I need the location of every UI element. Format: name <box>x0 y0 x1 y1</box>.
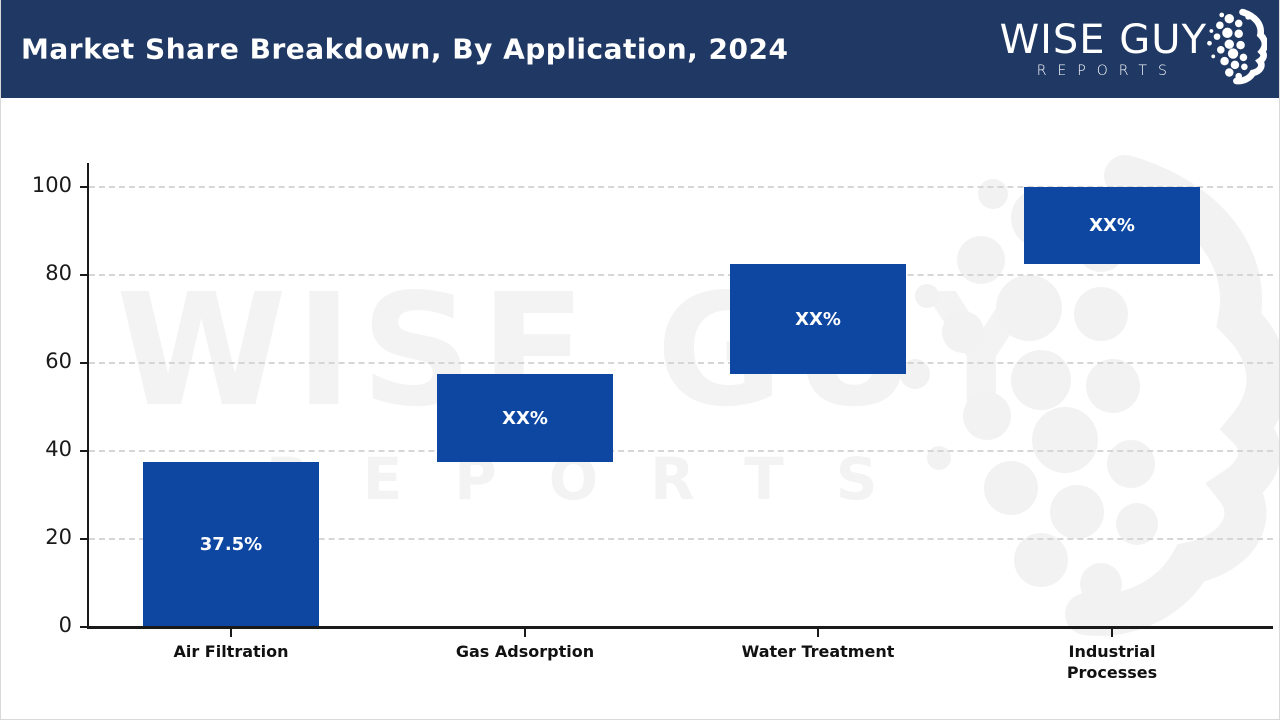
gridline-60 <box>89 362 1273 364</box>
x-tickmark-gas-adsorption <box>524 629 526 637</box>
bar-value-label-gas-adsorption: XX% <box>502 407 548 429</box>
logo-text: WISE GUY REPORTS <box>1000 20 1207 79</box>
y-tickmark-60 <box>80 362 89 364</box>
y-tick-label-80: 80 <box>45 261 72 285</box>
bar-air-filtration: 37.5% <box>143 462 319 627</box>
plot: 0 20 40 60 80 100 37.5% XX% XX% XX% Air Filtration… <box>1 98 1279 719</box>
x-tickmark-water-treatment <box>817 629 819 637</box>
bar-industrial-processes: XX% <box>1024 187 1200 264</box>
y-tickmark-40 <box>80 450 89 452</box>
bar-value-label-air-filtration: 37.5% <box>199 534 263 555</box>
y-tick-label-0: 0 <box>58 613 72 637</box>
y-tick-label-40: 40 <box>45 437 72 461</box>
y-tick-label-100: 100 <box>31 173 72 197</box>
header: Market Share Breakdown, By Application, … <box>1 0 1279 98</box>
bar-water-treatment: XX% <box>730 264 906 374</box>
y-tick-label-60: 60 <box>45 349 72 373</box>
bar-value-label-water-treatment: XX% <box>795 308 841 330</box>
x-label-industrial-processes: Industrial Processes <box>1066 642 1158 682</box>
page-title: Market Share Breakdown, By Application, … <box>21 32 789 66</box>
logo-secondary-text: REPORTS <box>1036 62 1178 79</box>
chart-area: WISE GUY REPORTS <box>1 98 1279 719</box>
y-tick-label-20: 20 <box>45 525 72 549</box>
bar-value-label-industrial-processes: XX% <box>1089 215 1135 236</box>
y-tickmark-80 <box>80 274 89 276</box>
logo-primary-text: WISE GUY <box>999 16 1207 63</box>
gridline-40 <box>89 450 1273 452</box>
gridline-80 <box>89 274 1273 276</box>
bar-gas-adsorption: XX% <box>437 374 613 462</box>
y-tickmark-0 <box>80 626 89 628</box>
x-tickmark-air-filtration <box>230 629 232 637</box>
y-axis <box>87 163 89 629</box>
brand-logo: WISE GUY REPORTS <box>1000 6 1269 92</box>
logo-head-icon <box>1201 6 1269 92</box>
gridline-20 <box>89 538 1273 540</box>
y-tickmark-100 <box>80 186 89 188</box>
gridline-100 <box>89 186 1273 188</box>
x-label-water-treatment: Water Treatment <box>741 642 895 661</box>
x-label-air-filtration: Air Filtration <box>173 642 289 661</box>
x-tickmark-industrial-processes <box>1111 629 1113 637</box>
x-label-gas-adsorption: Gas Adsorption <box>455 642 595 661</box>
y-tickmark-20 <box>80 538 89 540</box>
x-axis <box>87 626 1273 629</box>
